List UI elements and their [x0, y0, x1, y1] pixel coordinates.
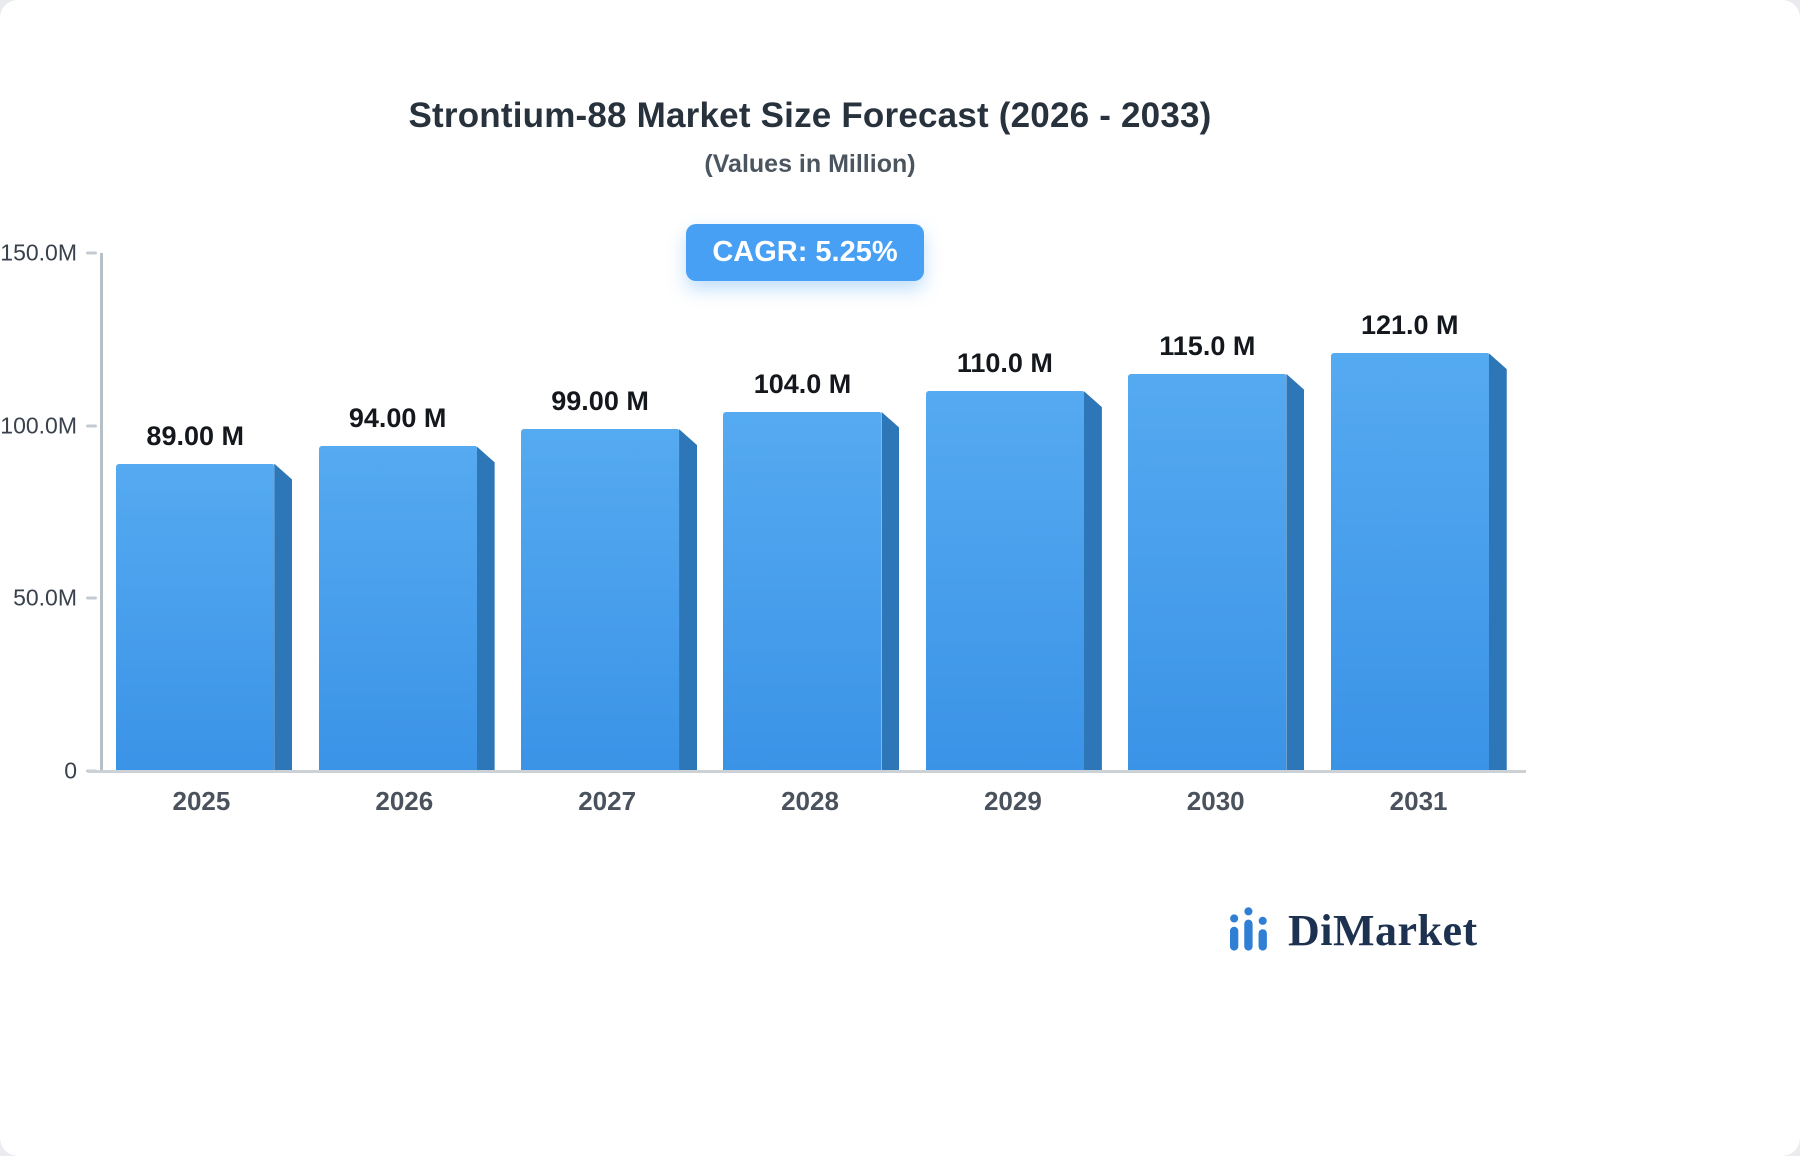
y-tick-mark	[86, 424, 97, 428]
bar-chart-logo-icon	[1229, 907, 1267, 951]
bar-slot: 94.00 M	[305, 253, 507, 771]
page-title: Strontium-88 Market Size Forecast (2026 …	[408, 96, 1212, 135]
x-axis-label: 2027	[578, 786, 637, 816]
bar-front	[1128, 373, 1287, 771]
bar-2031: 121.0 M	[1330, 310, 1507, 771]
bar-slot: 121.0 M	[1318, 253, 1520, 771]
bar-value-label: 94.00 M	[348, 403, 447, 434]
y-tick-label: 0	[64, 757, 77, 784]
plot-area: 150.0M 100.0M 50.0M 0 89.00 M 94.00 M 99.00 M…	[0, 240, 1520, 784]
bar-side	[1083, 391, 1102, 771]
bar-2028: 104.0 M	[723, 369, 900, 771]
bar-front	[723, 411, 882, 771]
bar-slot: 104.0 M	[710, 253, 912, 771]
bar-side	[274, 463, 293, 771]
x-axis-label: 2029	[983, 786, 1042, 816]
y-tick-label: 150.0M	[0, 239, 77, 266]
bar-front	[318, 446, 477, 771]
y-tick: 50.0M	[13, 585, 103, 612]
bar-2029: 110.0 M	[925, 348, 1102, 771]
x-axis-line	[88, 770, 1526, 773]
logo-text: DiMarket	[1288, 906, 1478, 955]
bar-side	[476, 446, 495, 771]
bar-slot: 115.0 M	[1115, 253, 1317, 771]
x-axis-label: 2031	[1389, 786, 1448, 816]
x-axis-label: 2028	[781, 786, 839, 816]
x-axis-label: 2025	[172, 786, 231, 816]
bar-2025: 89.00 M	[116, 421, 293, 771]
dimarket-logo: DiMarket	[1228, 903, 1478, 953]
bar-front	[1330, 353, 1489, 771]
bar-2027: 99.00 M	[521, 386, 698, 771]
x-axis-labels: 2025 2026 2027 2028 2029 2030 2031	[100, 786, 1520, 817]
y-tick-mark	[86, 251, 97, 255]
bar-value-label: 99.00 M	[551, 386, 649, 417]
y-tick-label: 100.0M	[0, 412, 77, 439]
bar-front	[116, 463, 275, 771]
y-tick-label: 50.0M	[13, 584, 77, 611]
bar-side	[881, 411, 900, 771]
bar-2030: 115.0 M	[1128, 331, 1305, 771]
bar-value-label: 110.0 M	[956, 348, 1053, 379]
bar-value-label: 89.00 M	[146, 420, 244, 451]
bars: 89.00 M 94.00 M 99.00 M 104.0 M 110.0 M 115.0…	[103, 253, 1520, 771]
bar-value-label: 121.0 M	[1360, 310, 1459, 341]
bar-side	[1286, 373, 1305, 771]
cagr-badge: CAGR: 5.25%	[686, 224, 924, 281]
bar-front	[925, 391, 1084, 771]
bar-slot: 89.00 M	[103, 253, 305, 771]
y-tick-mark	[86, 596, 97, 600]
page-subtitle: (Values in Million)	[704, 150, 916, 178]
bar-slot: 99.00 M	[508, 253, 710, 771]
bar-value-label: 115.0 M	[1159, 330, 1256, 361]
bar-side	[679, 429, 698, 771]
y-tick: 100.0M	[0, 412, 103, 439]
bar-value-label: 104.0 M	[753, 368, 852, 399]
x-axis-label: 2026	[375, 786, 434, 816]
y-tick: 150.0M	[0, 240, 103, 267]
x-axis-label: 2030	[1186, 786, 1245, 816]
bar-front	[521, 429, 680, 771]
bar-slot: 110.0 M	[913, 253, 1115, 771]
bar-side	[1488, 353, 1507, 771]
bar-2026: 94.00 M	[318, 403, 495, 771]
